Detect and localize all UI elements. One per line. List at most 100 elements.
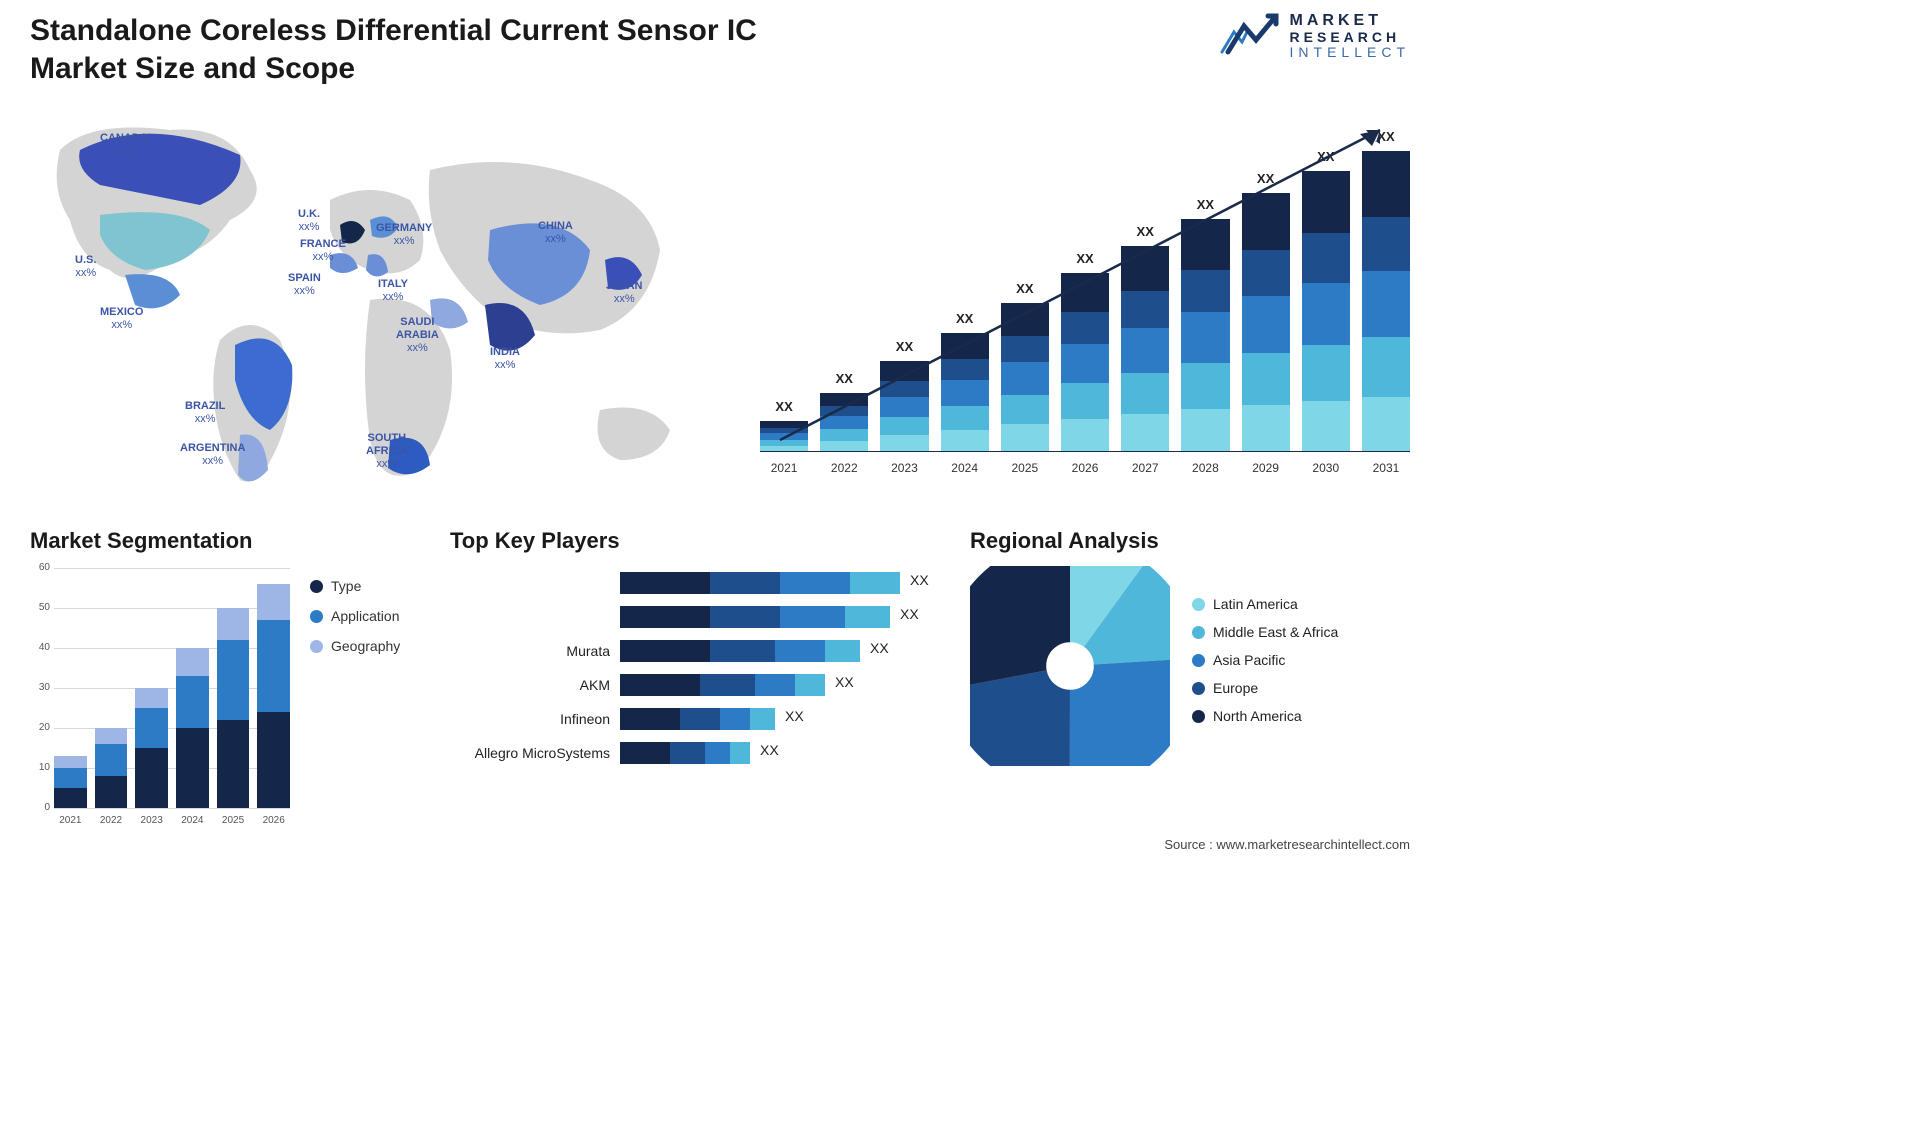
growth-bar-segment	[1302, 283, 1350, 345]
growth-bar-year: 2026	[1061, 461, 1109, 475]
growth-bar-value: XX	[880, 339, 928, 354]
seg-bar-segment	[176, 728, 209, 808]
brand: MARKET RESEARCH INTELLECT	[1220, 12, 1410, 61]
legend-label: Asia Pacific	[1213, 652, 1285, 668]
page-title: Standalone Coreless Differential Current…	[30, 12, 790, 87]
growth-axis	[760, 451, 1410, 452]
legend-label: Europe	[1213, 680, 1258, 696]
seg-bar-year: 2022	[95, 815, 128, 826]
growth-bar-segment	[820, 406, 868, 416]
growth-bar: 2028XX	[1181, 219, 1229, 451]
growth-bar-year: 2028	[1181, 461, 1229, 475]
player-bar-segment	[755, 674, 795, 696]
growth-bar-segment	[1061, 419, 1109, 451]
seg-bar-segment	[217, 640, 250, 720]
donut-slice	[994, 590, 1146, 742]
brand-line1: MARKET	[1290, 13, 1410, 30]
growth-bar-segment	[820, 441, 868, 451]
map-country-label: FRANCExx%	[300, 238, 346, 264]
growth-bar-segment	[1302, 345, 1350, 401]
growth-bar-segment	[1001, 303, 1049, 336]
player-row: MurataXX	[450, 640, 930, 662]
legend-label: Middle East & Africa	[1213, 624, 1338, 640]
legend-label: Application	[331, 608, 400, 624]
growth-bar-value: XX	[1242, 171, 1290, 186]
map-country-label: JAPANxx%	[606, 280, 642, 306]
growth-bar-segment	[941, 380, 989, 406]
growth-bar: 2029XX	[1242, 193, 1290, 451]
seg-bar-segment	[54, 756, 87, 768]
player-label: AKM	[450, 677, 620, 693]
map-country-label: U.S.xx%	[75, 254, 96, 280]
player-bar-segment	[620, 572, 710, 594]
seg-bar-segment	[135, 748, 168, 808]
segmentation-plot: 0102030405060 202120222023202420252026	[30, 568, 290, 828]
player-bar-segment	[705, 742, 730, 764]
growth-bar-year: 2021	[760, 461, 808, 475]
growth-bar-year: 2029	[1242, 461, 1290, 475]
growth-bar-segment	[1242, 193, 1290, 250]
player-label: Allegro MicroSystems	[450, 745, 620, 761]
growth-bar: 2026XX	[1061, 273, 1109, 451]
seg-bar: 2025	[217, 608, 250, 808]
player-value: XX	[900, 606, 919, 622]
map-country-label: CANADAxx%	[100, 132, 148, 158]
player-bar-segment	[780, 572, 850, 594]
growth-bar-segment	[1362, 397, 1410, 451]
map-country-label: SAUDIARABIAxx%	[396, 316, 439, 356]
growth-bar-year: 2023	[880, 461, 928, 475]
legend-label: Geography	[331, 638, 400, 654]
growth-bar-segment	[1061, 383, 1109, 419]
map-country-label: GERMANYxx%	[376, 222, 432, 248]
regional-legend: Latin AmericaMiddle East & AfricaAsia Pa…	[1192, 596, 1338, 736]
seg-bar-segment	[95, 744, 128, 776]
growth-bar-segment	[1181, 363, 1229, 409]
world-map: CANADAxx%U.S.xx%MEXICOxx%BRAZILxx%ARGENT…	[30, 110, 720, 510]
player-row: InfineonXX	[450, 708, 930, 730]
growth-bar-segment	[1061, 344, 1109, 383]
growth-bar-segment	[1181, 409, 1229, 451]
growth-bar-segment	[941, 406, 989, 430]
growth-bar-segment	[1001, 336, 1049, 363]
seg-legend-item: Type	[310, 578, 400, 594]
growth-bar-segment	[1001, 395, 1049, 425]
player-bar-segment	[710, 606, 780, 628]
growth-bar-year: 2024	[941, 461, 989, 475]
growth-bar-segment	[941, 333, 989, 359]
regional-legend-item: Asia Pacific	[1192, 652, 1338, 668]
growth-bar-segment	[1302, 233, 1350, 283]
growth-bar-segment	[1362, 337, 1410, 397]
player-bar-segment	[780, 606, 845, 628]
growth-bar-segment	[1001, 362, 1049, 395]
player-value: XX	[835, 674, 854, 690]
player-bar-segment	[620, 708, 680, 730]
seg-bar-segment	[95, 728, 128, 744]
market-segmentation: Market Segmentation 0102030405060 202120…	[30, 528, 430, 828]
seg-bar: 2022	[95, 728, 128, 808]
player-bar-segment	[670, 742, 705, 764]
top-key-players: Top Key Players XXXXMurataXXAKMXXInfineo…	[450, 528, 930, 776]
seg-gridline	[54, 808, 290, 809]
growth-bar-segment	[880, 417, 928, 435]
player-bar: XX	[620, 674, 825, 696]
player-bar-segment	[845, 606, 890, 628]
growth-bar-segment	[1242, 296, 1290, 353]
player-bar-segment	[620, 640, 710, 662]
player-label: Infineon	[450, 711, 620, 727]
seg-bar: 2026	[257, 584, 290, 808]
header: Standalone Coreless Differential Current…	[30, 12, 1410, 87]
map-country-label: ARGENTINAxx%	[180, 442, 245, 468]
growth-bar-value: XX	[1181, 197, 1229, 212]
player-bar-segment	[700, 674, 755, 696]
legend-dot-icon	[1192, 598, 1205, 611]
seg-bar-segment	[257, 712, 290, 808]
seg-bar-segment	[135, 708, 168, 748]
growth-bar-segment	[820, 393, 868, 406]
growth-bar-segment	[1181, 219, 1229, 270]
legend-dot-icon	[1192, 654, 1205, 667]
seg-bar: 2021	[54, 756, 87, 808]
growth-bar-value: XX	[820, 371, 868, 386]
player-value: XX	[910, 572, 929, 588]
growth-bar: 2024XX	[941, 333, 989, 451]
growth-bar-value: XX	[760, 399, 808, 414]
